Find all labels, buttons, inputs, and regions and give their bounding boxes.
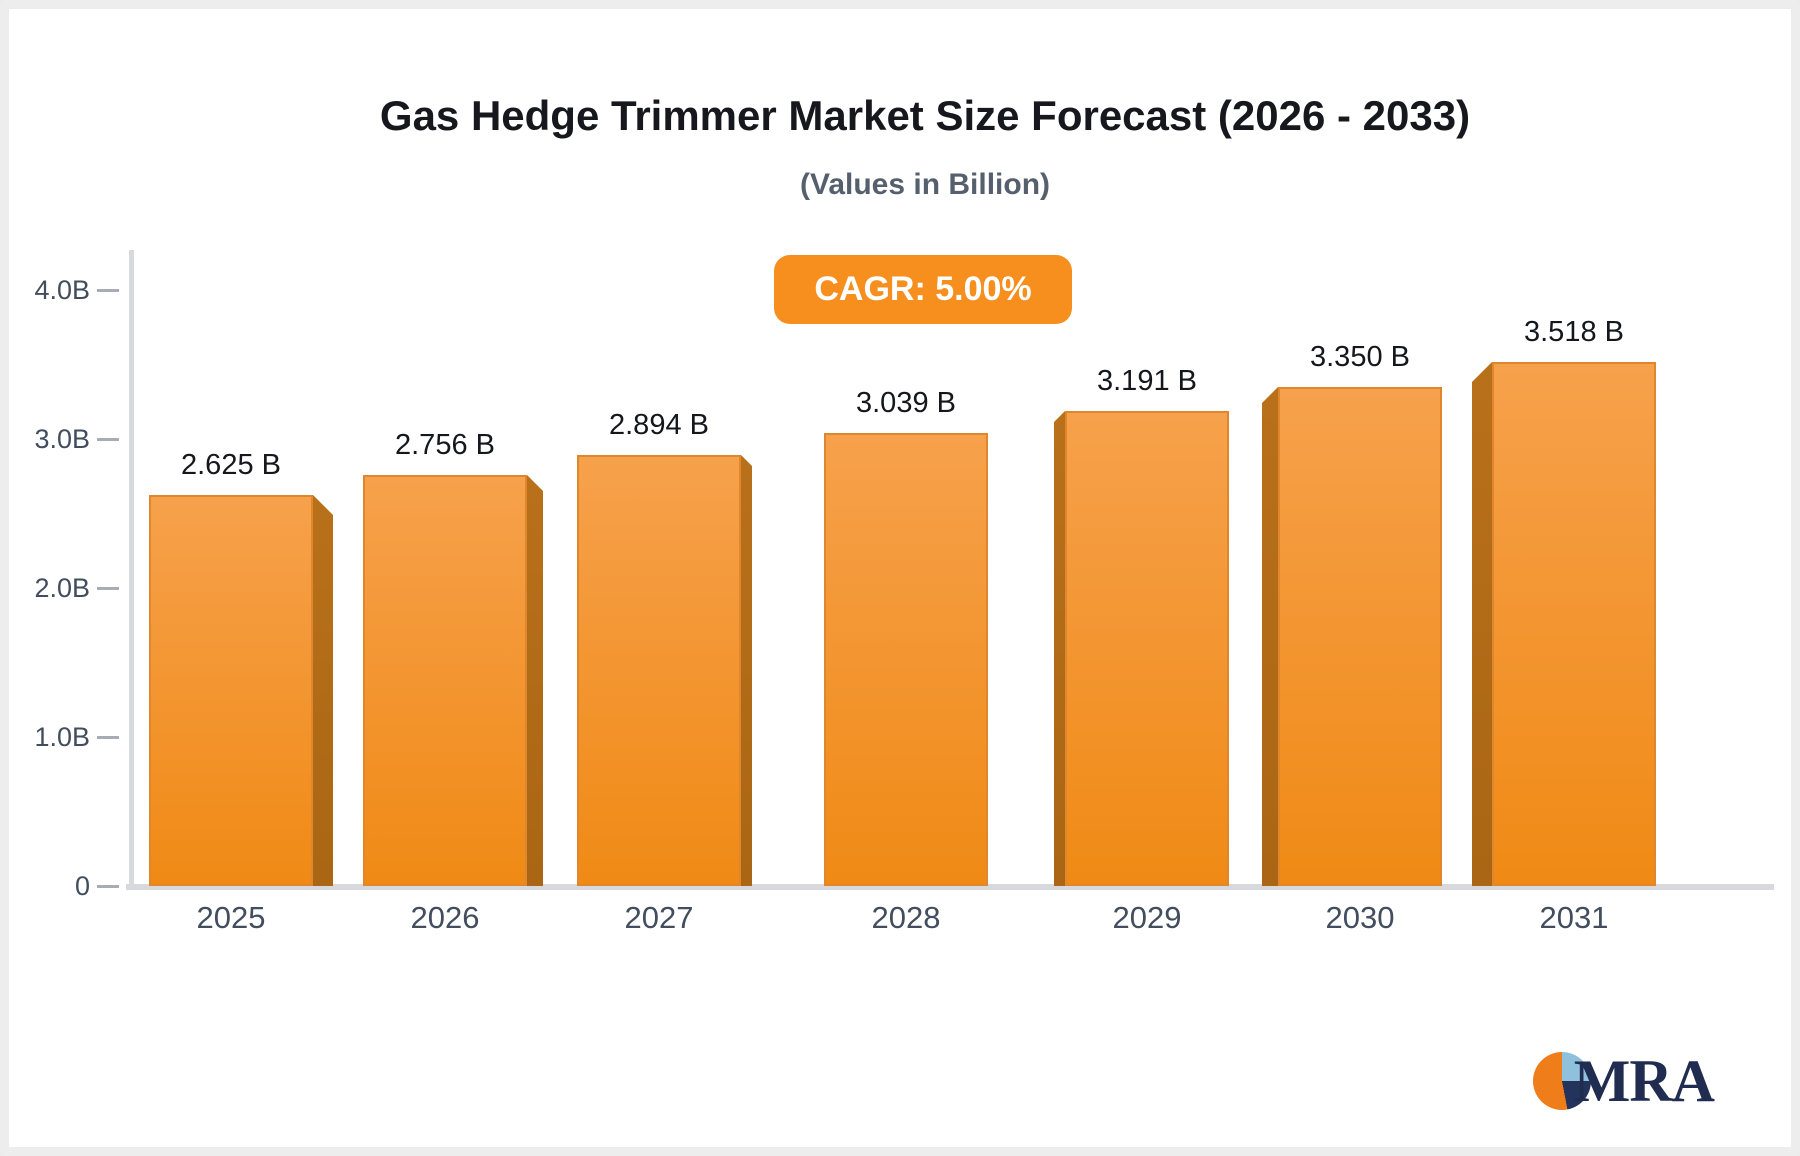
y-axis-tick-label: 3.0B [34,424,90,454]
y-axis-tick [97,736,119,739]
bar-value-label: 2.625 B [181,449,281,481]
bar-front-face [1492,362,1656,886]
y-axis-tick [97,438,119,441]
x-axis-category-label: 2029 [1112,900,1182,935]
bar-value-label: 3.191 B [1097,365,1197,397]
y-axis-line [129,250,134,887]
bar-front-face [824,433,988,886]
bar-side-face [1472,362,1492,886]
bar-front-face [363,475,527,886]
bar-value-label: 3.039 B [856,387,956,419]
bar-side-face [313,495,333,886]
bar-front-face [149,495,313,886]
bar-front-face [1278,387,1442,886]
bar-front-face [577,455,741,886]
brand-logo: MRA [1532,1048,1715,1114]
cagr-badge-row: CAGR: 5.00% [46,255,1800,324]
x-axis-category-label: 2031 [1539,900,1609,935]
bar-side-face [527,475,543,886]
brand-logo-pie-icon [1532,1052,1591,1110]
x-axis-category-label: 2030 [1325,900,1395,935]
y-axis-tick-label: 2.0B [34,573,90,603]
bar-value-label: 2.756 B [395,429,495,461]
bar-value-label: 3.350 B [1310,341,1410,373]
y-axis-tick [97,289,119,292]
x-axis-line [126,884,1774,890]
cagr-badge: CAGR: 5.00% [774,255,1072,324]
bar-side-face [1262,387,1278,886]
x-axis-category-label: 2025 [196,900,266,935]
brand-logo-text: MRA [1573,1048,1715,1114]
chart-title: Gas Hedge Trimmer Market Size Forecast (… [379,92,1471,139]
bar-side-face [741,455,752,886]
x-axis-category-label: 2026 [410,900,480,935]
bar-front-face [1065,411,1229,886]
y-axis-tick [97,587,119,590]
chart-subtitle: (Values in Billion) [799,168,1051,201]
bar-value-label: 3.518 B [1524,316,1624,348]
y-axis-tick-label: 0 [74,871,90,901]
y-axis-tick [97,885,119,888]
bar-side-face [1054,411,1065,886]
x-axis-category-label: 2027 [624,900,694,935]
bar-value-label: 2.894 B [609,409,709,441]
x-axis-category-label: 2028 [871,900,941,935]
y-axis-tick-label: 1.0B [34,722,90,752]
y-axis-tick-label: 4.0B [34,275,90,305]
